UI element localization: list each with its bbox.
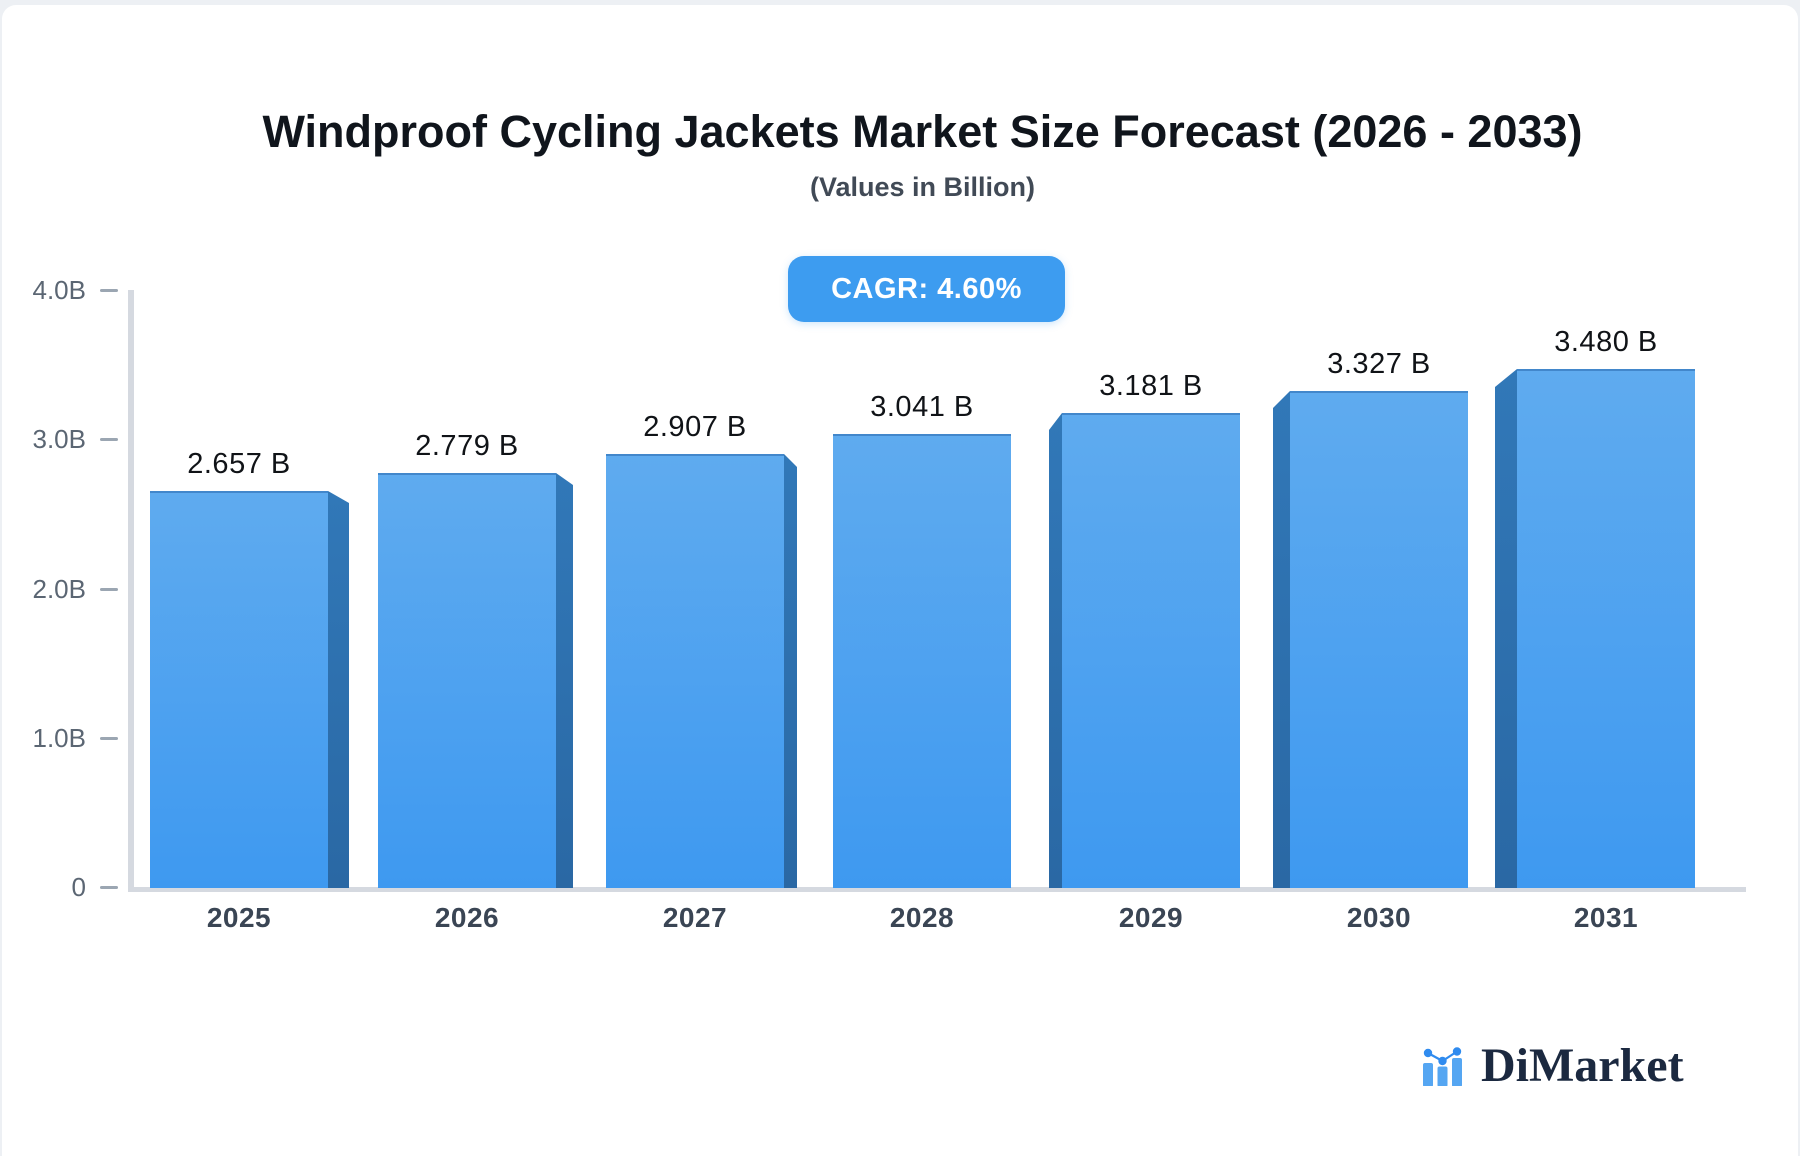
bar-value-label: 2.657 B [187,448,291,480]
x-axis-label: 2029 [1118,902,1184,933]
bar-3d-side [1495,369,1517,888]
bar-value-label: 3.041 B [870,391,974,423]
brand-logo: DiMarket [1421,1040,1684,1096]
bar [378,473,556,888]
bar-value-label: 3.181 B [1099,370,1203,402]
y-axis-tick-label: 0 [71,872,86,902]
bar-3d-side [556,473,573,888]
bar [833,434,1011,888]
x-axis-label: 2031 [1573,902,1639,933]
x-axis-line [128,887,1746,892]
bar [1517,369,1695,888]
y-axis-line [128,290,134,890]
y-axis-tick-label: 3.0B [32,424,87,455]
bar-3d-side [784,454,797,888]
y-axis-tick-mark [100,438,118,442]
y-axis-tick-label: 1.0B [32,722,87,753]
x-axis-label: 2028 [889,902,955,933]
y-axis-tick-mark [100,289,118,292]
y-axis-tick-label: 2.0B [32,573,87,604]
bar-value-label: 3.480 B [1554,326,1658,358]
cagr-badge-label: CAGR: 4.60% [831,272,1022,305]
x-axis-label: 2025 [206,902,272,933]
bar-3d-side [1273,391,1290,888]
cagr-badge: CAGR: 4.60% [788,256,1065,322]
bar-3d-side [328,491,349,888]
bar-value-label: 3.327 B [1327,348,1431,380]
bar [606,454,784,888]
chart-subtitle: (Values in Billion) [809,172,1036,202]
y-axis-tick-mark [100,736,118,740]
y-axis-tick-mark [100,587,118,591]
brand-name: DiMarket [1481,1039,1684,1092]
bar-value-label: 2.779 B [415,430,519,462]
chart-title: Windproof Cycling Jackets Market Size Fo… [262,106,1583,157]
bar [1290,391,1468,888]
bar [1062,413,1240,888]
bar-value-label: 2.907 B [643,411,747,443]
x-axis-label: 2027 [662,902,728,933]
bar-3d-side [1049,413,1062,888]
x-axis-label: 2026 [434,902,500,933]
y-axis-tick-label: 4.0B [32,275,87,305]
brand-chart-icon [1423,1047,1462,1086]
y-axis-tick-mark [100,886,118,889]
x-axis-label: 2030 [1346,902,1412,933]
bar [150,491,328,888]
